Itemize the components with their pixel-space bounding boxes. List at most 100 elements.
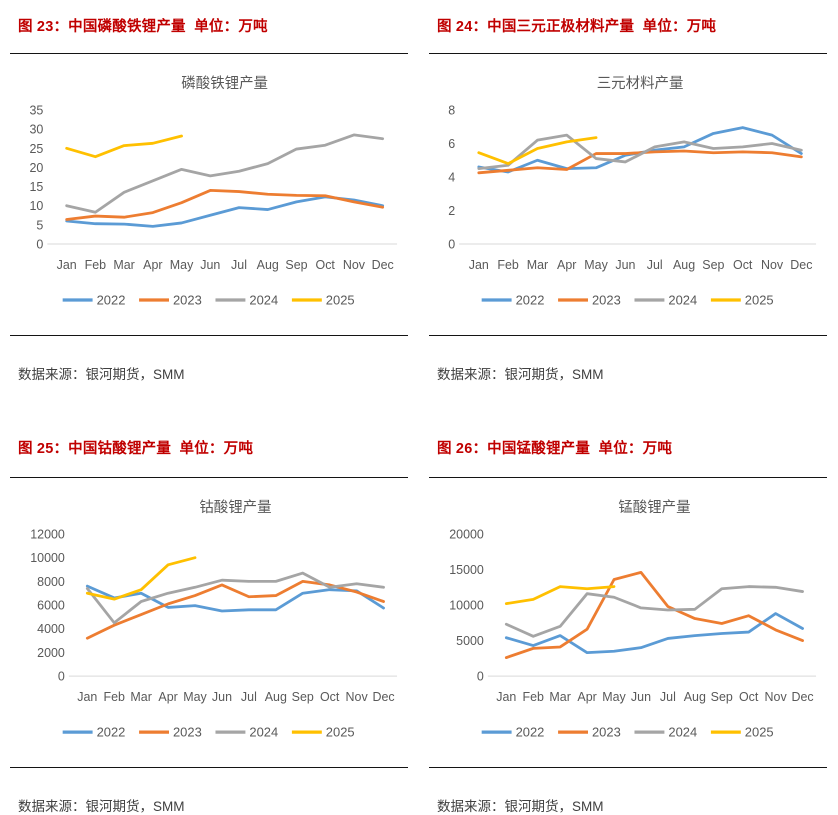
x-axis-month-label: Sep [702, 258, 724, 272]
figure-26: 图 26：中国锰酸锂产量 单位：万吨 锰酸锂产量 0 5000 10000 15000 2… [419, 420, 838, 815]
legend-item-2022: 2022 [62, 292, 125, 308]
x-axis-month-label: Jul [231, 258, 247, 272]
figure-26-chart-frame: 锰酸锂产量 0 5000 10000 15000 20000 Jan Feb Mar Apr May… [429, 476, 827, 768]
chart-title: 锰酸锂产量 [618, 499, 690, 516]
y-axis-tick-label: 0 [36, 237, 43, 251]
y-axis-tick-label: 25 [29, 142, 43, 156]
figure-23: 图 23：中国磷酸铁锂产量 单位：万吨 磷酸铁锂产量 0 5 10 15 20 25 30 35… [0, 0, 419, 420]
legend-item-2024: 2024 [215, 724, 278, 739]
figure-23-data-source: 数据来源：银河期货，SMM [18, 367, 185, 382]
y-axis-tick-label: 6000 [37, 598, 65, 612]
ternary-material-production-chart: 三元材料产量 0 2 4 6 8 Jan Feb Mar Apr May Jun Jul Aug Sep Oc… [448, 75, 817, 308]
series-line-2023 [477, 149, 803, 175]
legend-label-2022: 2022 [516, 724, 545, 739]
y-axis-tick-label: 12000 [30, 527, 65, 541]
legend-item-2025: 2025 [710, 724, 774, 739]
x-axis-month-label: Apr [158, 690, 177, 704]
y-axis-tick-label: 20000 [449, 527, 484, 541]
x-axis-month-label: May [584, 258, 608, 272]
figure-23-chart-frame: 磷酸铁锂产量 0 5 10 15 20 25 30 35 Jan Feb Mar Apr May Jun Ju… [10, 53, 408, 336]
y-axis-tick-label: 10 [29, 199, 43, 213]
x-axis-month-label: Mar [113, 258, 134, 272]
x-axis-month-label: May [602, 690, 626, 704]
x-axis-month-label: Sep [285, 258, 307, 272]
figure-24-title: 图 24：中国三元正极材料产量 单位：万吨 [437, 19, 717, 35]
legend-label-2023: 2023 [173, 292, 202, 307]
legend-label-2024: 2024 [249, 292, 278, 307]
legend-label-2022: 2022 [516, 292, 545, 307]
y-axis-tick-label: 15 [29, 180, 43, 194]
x-axis-month-label: Jan [77, 690, 97, 704]
series-line-2025 [504, 585, 616, 605]
legend-item-2022: 2022 [481, 724, 545, 739]
series-line-2025 [85, 556, 197, 601]
legend-item-2023: 2023 [139, 724, 202, 739]
x-axis-month-label: Jul [241, 690, 257, 704]
y-axis-tick-label: 5000 [456, 634, 484, 648]
y-axis-tick-label: 8 [448, 103, 455, 117]
x-axis-month-label: Jun [631, 690, 651, 704]
x-axis-month-label: Mar [130, 690, 151, 704]
legend-item-2025: 2025 [291, 292, 355, 308]
series-line-2024 [504, 585, 804, 638]
figure-24-chart-frame: 三元材料产量 0 2 4 6 8 Jan Feb Mar Apr May Jun Jul Aug Sep Oc… [429, 53, 827, 336]
x-axis-month-label: Nov [761, 258, 784, 272]
series-line-2022 [504, 612, 804, 654]
chart-title: 钴酸锂产量 [199, 499, 271, 516]
series-line-2023 [65, 188, 385, 221]
legend-label-2022: 2022 [97, 724, 126, 739]
chart-title: 磷酸铁锂产量 [181, 75, 268, 92]
y-axis-tick-label: 4 [448, 170, 455, 184]
legend-item-2023: 2023 [558, 724, 621, 739]
legend-item-2023: 2023 [558, 292, 621, 308]
legend-label-2024: 2024 [249, 724, 278, 739]
y-axis-tick-label: 2000 [37, 646, 65, 660]
legend-item-2024: 2024 [634, 292, 697, 308]
x-axis-month-label: Oct [320, 690, 340, 704]
figure-24: 图 24：中国三元正极材料产量 单位：万吨 三元材料产量 0 2 4 6 8 Jan Feb M… [419, 0, 838, 420]
x-axis-month-label: Oct [733, 258, 753, 272]
x-axis-month-label: Dec [790, 258, 812, 272]
x-axis-month-label: Feb [104, 690, 126, 704]
chart-title: 三元材料产量 [597, 75, 684, 92]
y-axis-tick-label: 20 [29, 161, 43, 175]
y-axis-tick-label: 0 [477, 669, 484, 683]
y-axis-tick-label: 10000 [30, 551, 65, 565]
x-axis-month-label: May [183, 690, 207, 704]
x-axis-month-label: Jun [212, 690, 232, 704]
legend-item-2025: 2025 [710, 292, 774, 308]
x-axis-month-label: Dec [372, 258, 394, 272]
figure-23-title: 图 23：中国磷酸铁锂产量 单位：万吨 [18, 19, 268, 35]
x-axis-month-label: Jul [647, 258, 663, 272]
legend-label-2023: 2023 [592, 292, 621, 307]
x-axis-month-label: Jan [469, 258, 489, 272]
x-axis-month-label: Feb [85, 258, 107, 272]
x-axis-month-label: Jun [200, 258, 220, 272]
legend-label-2025: 2025 [745, 292, 774, 307]
x-axis-month-label: Nov [765, 690, 788, 704]
y-axis-tick-label: 35 [29, 103, 43, 117]
x-axis-month-label: Feb [497, 258, 519, 272]
y-axis-tick-label: 5 [36, 218, 43, 232]
series-line-2022 [65, 195, 385, 228]
legend-label-2025: 2025 [326, 724, 355, 739]
series-line-2024 [85, 571, 385, 625]
series-line-2023 [504, 570, 804, 659]
y-axis-tick-label: 30 [29, 123, 43, 137]
x-axis-month-label: Mar [549, 690, 570, 704]
y-axis-tick-label: 2 [448, 204, 455, 218]
legend-label-2025: 2025 [745, 724, 774, 739]
x-axis-month-label: Aug [684, 690, 706, 704]
figure-26-data-source: 数据来源：银河期货，SMM [437, 799, 604, 814]
x-axis-month-label: Mar [527, 258, 548, 272]
figure-26-title: 图 26：中国锰酸锂产量 单位：万吨 [437, 441, 673, 457]
y-axis-tick-label: 15000 [449, 563, 484, 577]
x-axis-month-label: Dec [372, 690, 394, 704]
series-line-2025 [65, 134, 183, 159]
x-axis-month-label: Jan [496, 690, 516, 704]
x-axis-month-label: Apr [577, 690, 596, 704]
x-axis-month-label: Nov [343, 258, 366, 272]
figure-25-chart-frame: 钴酸锂产量 0 2000 4000 6000 8000 10000 12000 Jan Feb Ma… [10, 476, 408, 768]
x-axis-month-label: May [170, 258, 194, 272]
